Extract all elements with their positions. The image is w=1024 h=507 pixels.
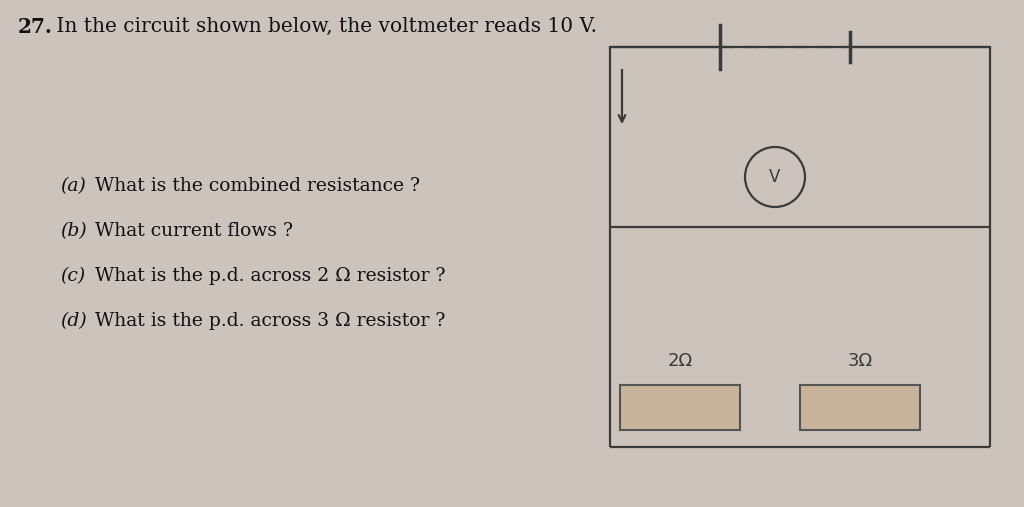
Text: 27.: 27. <box>18 17 53 37</box>
Text: V: V <box>769 168 780 186</box>
Text: What is the p.d. across 2 Ω resistor ?: What is the p.d. across 2 Ω resistor ? <box>95 267 445 285</box>
Bar <box>620 384 740 429</box>
Text: (c): (c) <box>60 267 85 285</box>
Bar <box>800 384 920 429</box>
Text: (a): (a) <box>60 177 86 195</box>
Text: (b): (b) <box>60 222 87 240</box>
Text: What is the p.d. across 3 Ω resistor ?: What is the p.d. across 3 Ω resistor ? <box>95 312 445 330</box>
Text: 2Ω: 2Ω <box>668 352 692 371</box>
Text: 3Ω: 3Ω <box>848 352 872 371</box>
Text: In the circuit shown below, the voltmeter reads 10 V.: In the circuit shown below, the voltmete… <box>50 17 597 36</box>
Text: (d): (d) <box>60 312 87 330</box>
Text: What current flows ?: What current flows ? <box>95 222 293 240</box>
Text: What is the combined resistance ?: What is the combined resistance ? <box>95 177 420 195</box>
